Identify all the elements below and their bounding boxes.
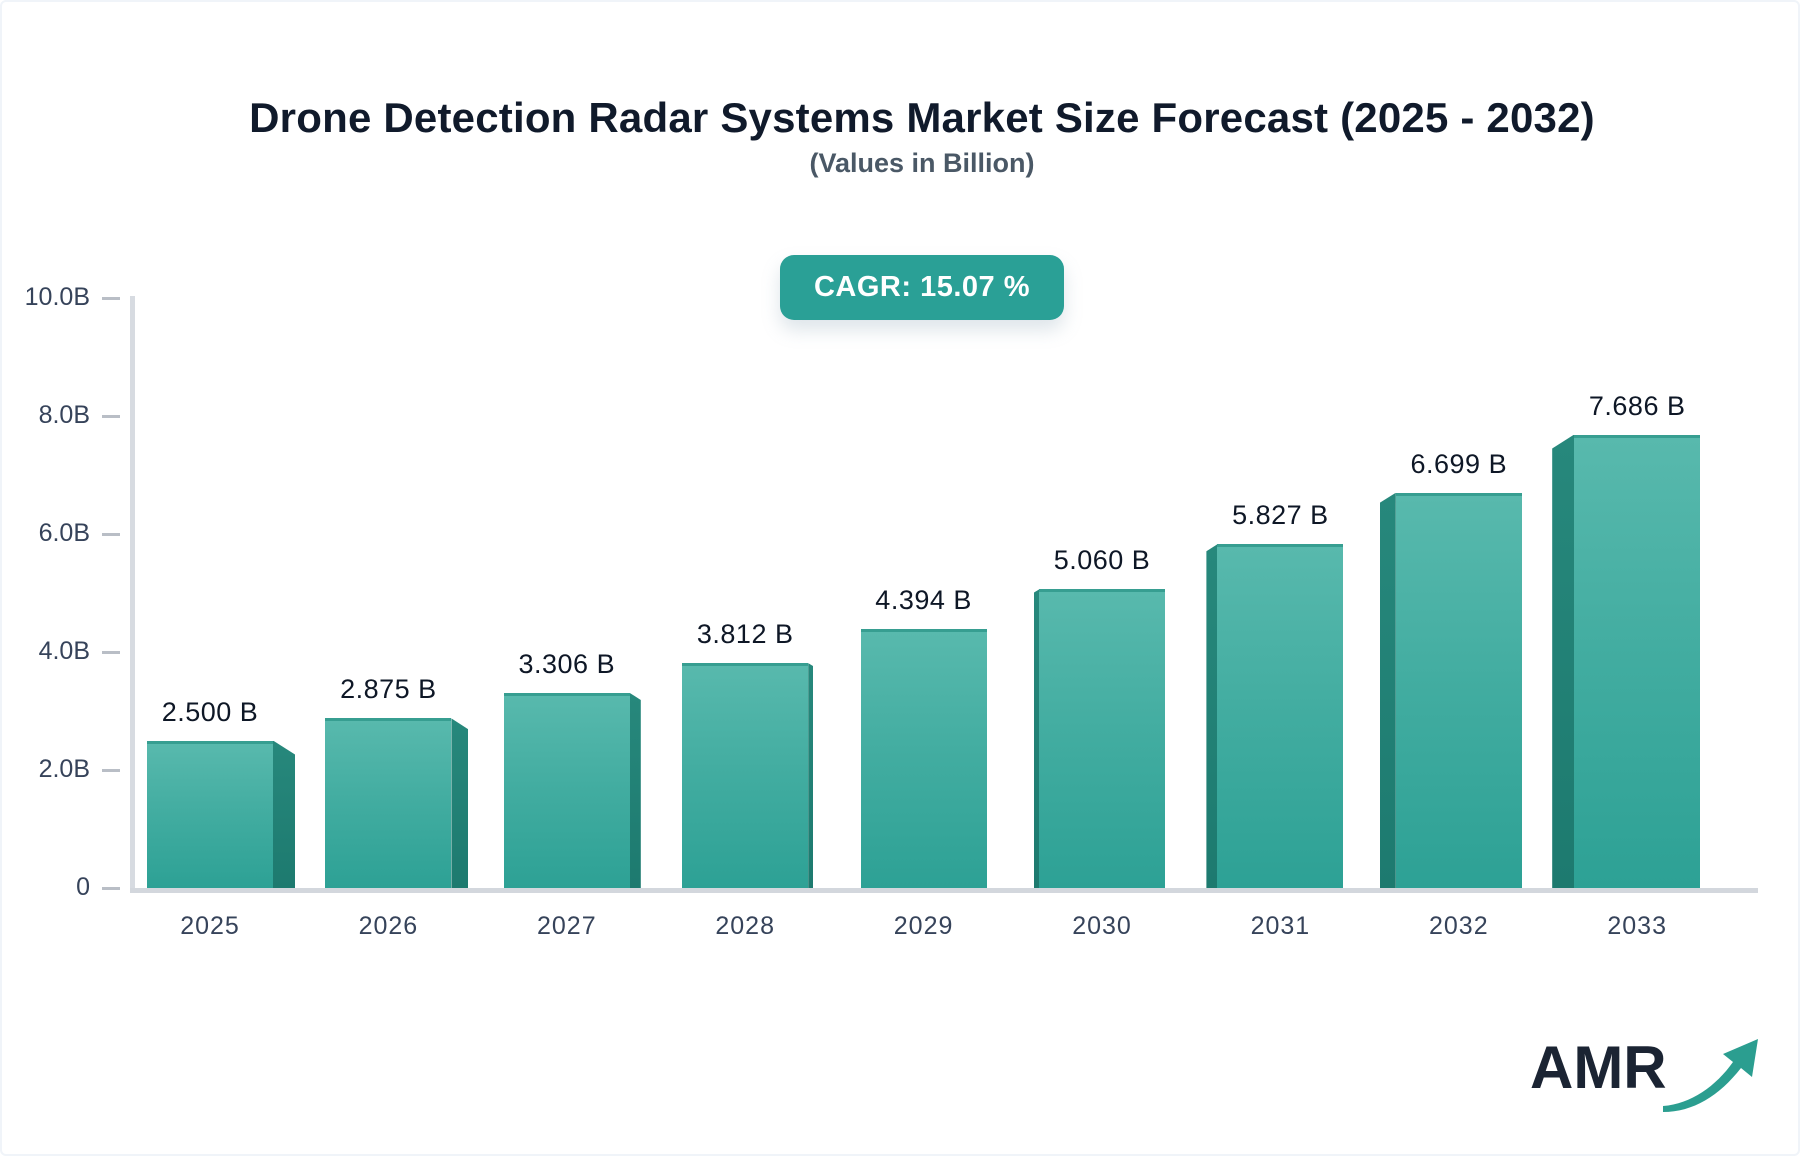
bar-2032 (1395, 492, 1522, 888)
amr-logo: AMR (1530, 1038, 1761, 1118)
y-axis-line (130, 296, 135, 888)
chart-title: Drone Detection Radar Systems Market Siz… (249, 94, 1595, 141)
x-tick-label-2033: 2033 (1607, 912, 1667, 940)
x-tick-label-2032: 2032 (1428, 912, 1489, 940)
bar-value-label-2028: 3.812 B (696, 619, 794, 650)
growth-arrow-icon (1662, 1039, 1758, 1112)
x-tick-label-2031: 2031 (1250, 912, 1311, 940)
cagr-badge: CAGR: 15.07 % (779, 255, 1065, 320)
bar-value-label-2031: 5.827 B (1232, 500, 1329, 531)
bar-2031 (1217, 544, 1344, 888)
bar-side-face-2032 (1379, 492, 1396, 888)
x-axis-line (130, 888, 1758, 893)
y-tick-label: 2.0B (38, 755, 90, 783)
bar-side-face-2031 (1206, 544, 1218, 888)
bar-side-face-2027 (629, 692, 641, 888)
bar-2026 (325, 718, 452, 888)
x-tick-label-2025: 2025 (180, 912, 240, 940)
y-tick-dash (102, 769, 120, 772)
bar-2025 (147, 740, 273, 888)
y-tick-dash (102, 415, 120, 418)
y-tick-dash (102, 887, 120, 890)
chart-subtitle: (Values in Billion) (809, 148, 1035, 178)
bar-side-face-2026 (451, 718, 469, 888)
x-tick-label-2026: 2026 (358, 912, 419, 940)
bar-value-label-2027: 3.306 B (518, 648, 616, 679)
x-tick-label-2027: 2027 (536, 912, 597, 940)
bar-2033 (1574, 434, 1701, 888)
bar-side-face-2033 (1552, 434, 1575, 888)
bar-value-label-2030: 5.060 B (1053, 545, 1151, 576)
y-tick-label: 8.0B (38, 401, 90, 429)
bar-2027 (503, 692, 630, 888)
bar-value-label-2033: 7.686 B (1588, 390, 1686, 421)
y-tick-dash (102, 651, 120, 654)
y-tick-label: 4.0B (38, 637, 90, 665)
bar-2030 (1039, 589, 1165, 888)
bar-side-face-2028 (808, 663, 814, 888)
bar-side-face-2025 (273, 740, 295, 888)
bar-value-label-2025: 2.500 B (161, 696, 259, 727)
x-tick-label-2029: 2029 (893, 912, 954, 940)
y-tick-label: 10.0B (24, 283, 90, 311)
bar-2029 (860, 628, 987, 888)
y-tick-label: 0 (76, 873, 90, 901)
bar-value-label-2026: 2.875 B (340, 674, 437, 705)
y-tick-label: 6.0B (38, 519, 90, 547)
x-tick-label-2028: 2028 (715, 912, 775, 940)
y-tick-dash (102, 533, 120, 536)
bar-2028 (682, 663, 809, 888)
y-tick-dash (102, 297, 120, 300)
amr-logo-text: AMR (1530, 1034, 1667, 1101)
bar-side-face-2030 (1034, 589, 1039, 888)
x-tick-label-2030: 2030 (1072, 912, 1132, 940)
bar-value-label-2032: 6.699 B (1410, 448, 1508, 479)
bar-value-label-2029: 4.394 B (875, 584, 972, 615)
